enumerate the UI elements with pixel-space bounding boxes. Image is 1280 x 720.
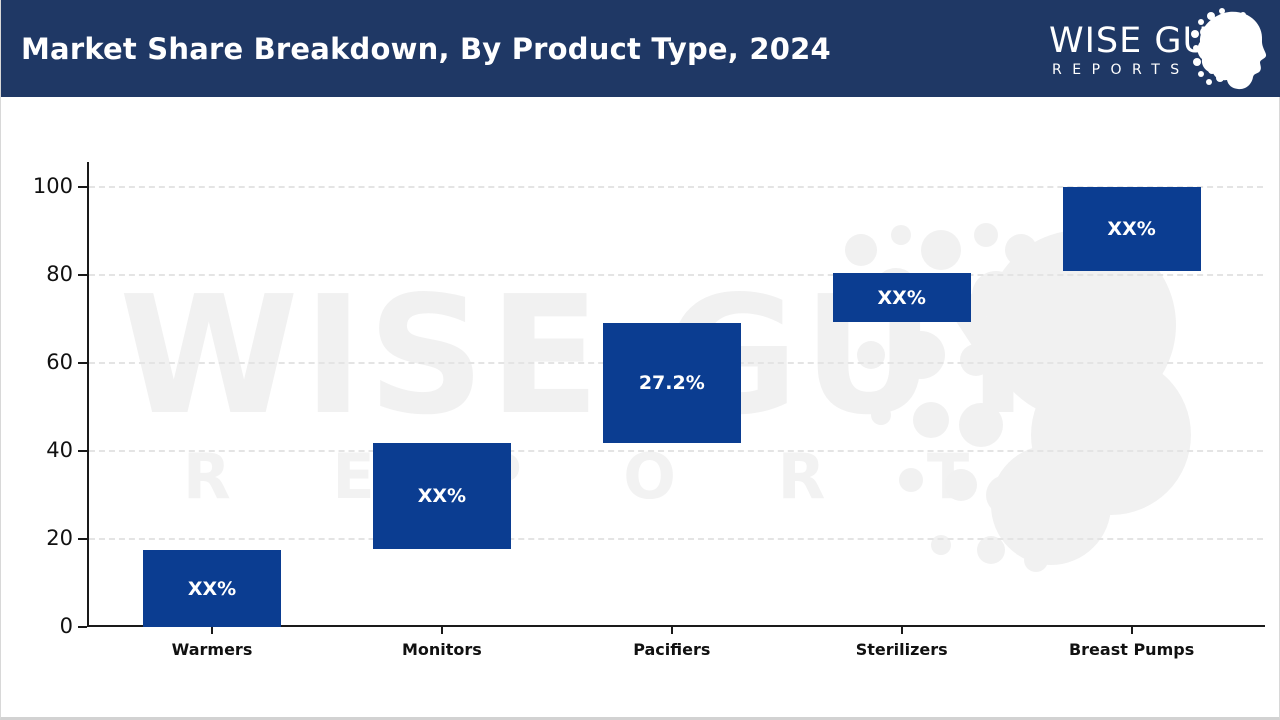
dotted-head-icon [1191,8,1267,90]
y-tick-label-20: 20 [46,526,73,550]
bar-value-label: XX% [1107,218,1156,241]
bar-breast-pumps: XX% [1062,187,1201,272]
y-tick-label-0: 0 [59,614,73,638]
x-tick-1 [440,627,443,634]
y-axis-line [87,162,89,627]
bar-value-label: XX% [187,577,237,600]
gridline-40 [89,450,1263,452]
x-tick-4 [1130,627,1133,634]
x-tick-0 [211,627,213,634]
bar-monitors: XX% [372,443,511,550]
category-label-1: Monitors [401,640,482,659]
y-tick-80 [78,274,87,276]
bar-pacifiers: 27.2% [602,322,741,443]
logo-subtitle: REPORTS [1052,62,1190,78]
bar-value-label: XX% [417,485,467,508]
bar-value-label: XX% [877,286,926,309]
y-tick-label-60: 60 [46,350,73,374]
gridline-100 [89,186,1263,188]
category-label-3: Sterilizers [855,640,948,659]
y-tick-40 [78,450,87,452]
x-tick-3 [900,627,903,634]
y-tick-20 [78,538,87,540]
y-tick-label-80: 80 [46,262,73,286]
y-tick-label-40: 40 [46,438,73,462]
category-label-4: Breast Pumps [1068,640,1195,659]
y-tick-100 [78,186,87,188]
y-tick-label-100: 100 [32,174,73,198]
gridline-80 [89,274,1263,276]
x-tick-2 [670,627,673,634]
header-band: Market Share Breakdown, By Product Type,… [1,0,1280,97]
category-label-0: Warmers [171,640,253,659]
watermark-dotted-head [841,223,1191,572]
y-tick-0 [78,626,87,628]
y-tick-60 [78,362,87,364]
bar-value-label: 27.2% [638,371,705,394]
category-label-2: Pacifiers [633,640,711,659]
x-axis-line [87,625,1265,627]
bar-warmers: XX% [143,550,281,627]
wise-guy-reports-logo: WISE GUY REPORTS [1019,6,1269,92]
bar-sterilizers: XX% [832,273,971,323]
page-title: Market Share Breakdown, By Product Type,… [21,31,831,66]
gridline-20 [89,538,1263,540]
